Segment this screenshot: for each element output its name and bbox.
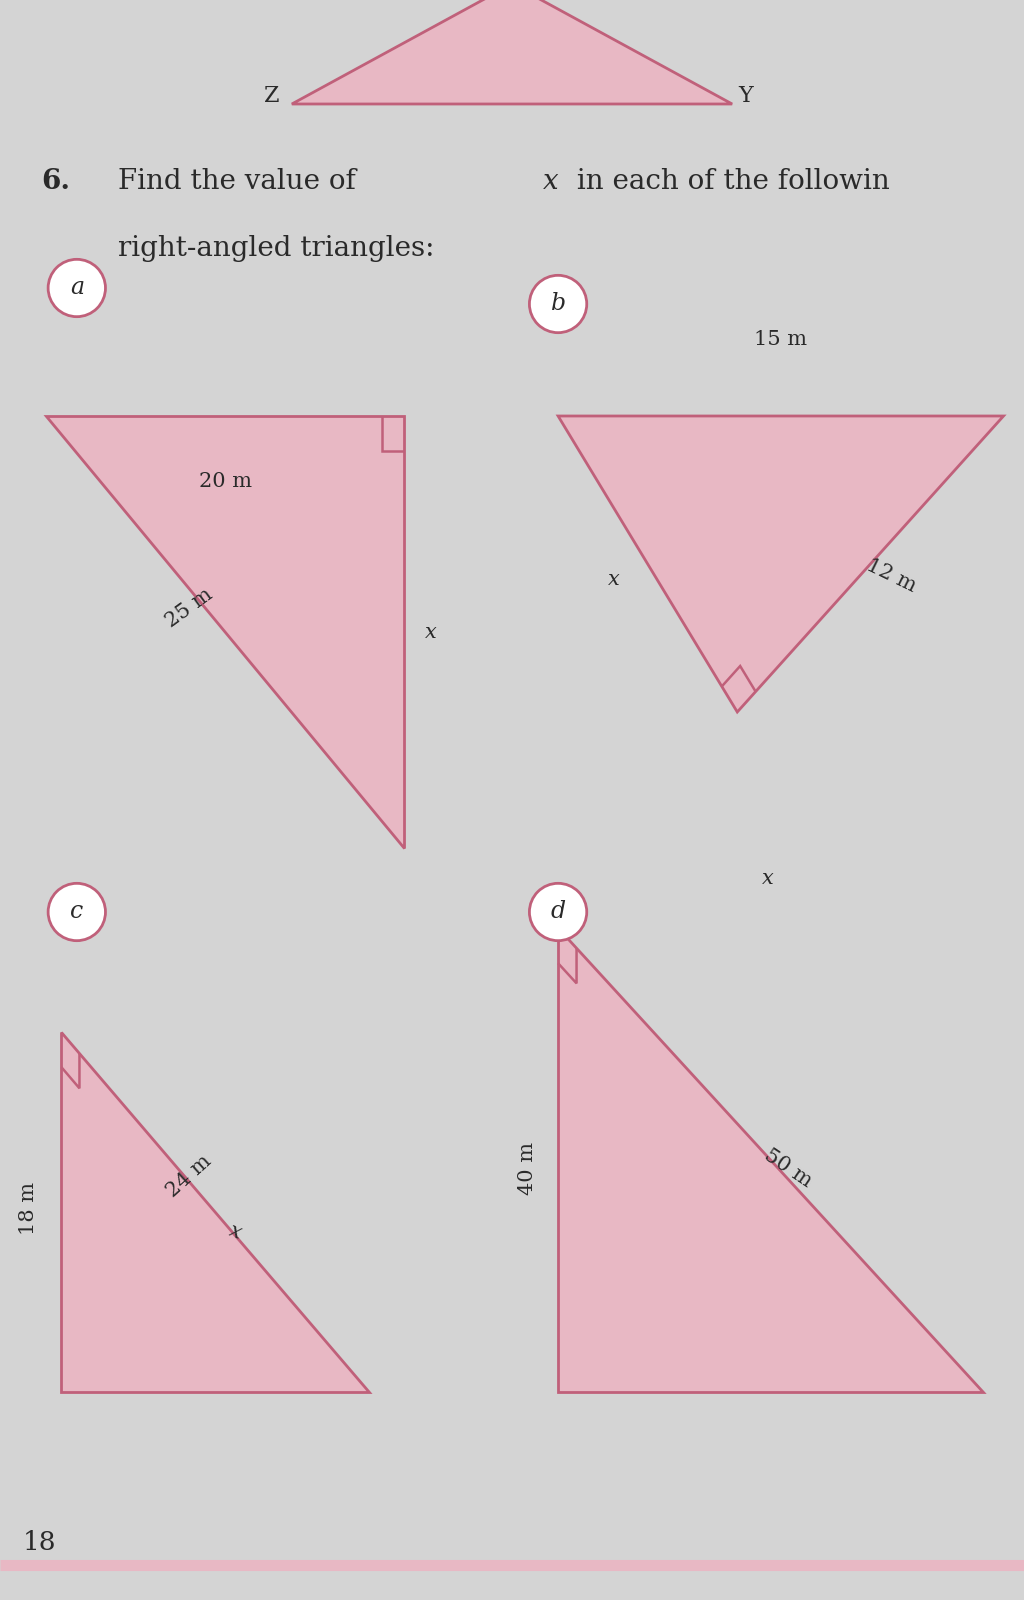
Text: 25 m: 25 m (163, 584, 216, 632)
Text: x: x (425, 622, 436, 642)
Text: x: x (543, 168, 558, 195)
Ellipse shape (529, 275, 587, 333)
Text: 18 m: 18 m (19, 1181, 38, 1235)
Ellipse shape (48, 883, 105, 941)
Text: Z: Z (263, 85, 280, 107)
Text: Find the value of: Find the value of (118, 168, 365, 195)
Text: 15 m: 15 m (754, 330, 807, 349)
Text: Y: Y (738, 85, 753, 107)
Text: 50 m: 50 m (761, 1146, 816, 1190)
Text: b: b (551, 293, 565, 315)
Text: x: x (226, 1221, 245, 1243)
Text: right-angled triangles:: right-angled triangles: (118, 235, 434, 262)
Text: 6.: 6. (41, 168, 70, 195)
Text: 40 m: 40 m (518, 1141, 537, 1195)
Text: d: d (551, 901, 565, 923)
Polygon shape (558, 928, 983, 1392)
Text: 20 m: 20 m (199, 472, 252, 491)
Text: c: c (71, 901, 83, 923)
Text: 12 m: 12 m (863, 555, 919, 597)
Polygon shape (46, 416, 404, 848)
Text: a: a (70, 277, 84, 299)
Polygon shape (61, 1032, 369, 1392)
Text: 18: 18 (23, 1530, 56, 1555)
Text: x: x (608, 570, 620, 589)
Ellipse shape (48, 259, 105, 317)
Ellipse shape (529, 883, 587, 941)
Polygon shape (558, 416, 1004, 712)
Text: x: x (762, 869, 774, 888)
Text: in each of the followin: in each of the followin (568, 168, 890, 195)
Polygon shape (292, 0, 732, 104)
Text: 24 m: 24 m (164, 1152, 215, 1200)
